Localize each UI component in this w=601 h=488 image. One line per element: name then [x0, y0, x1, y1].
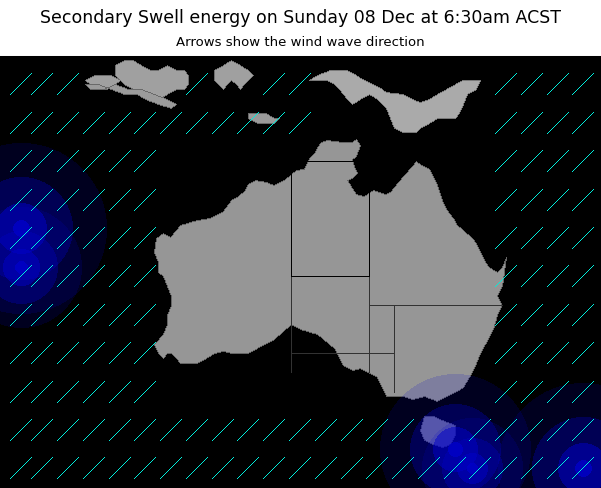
Text: Arrows show the wind wave direction: Arrows show the wind wave direction	[176, 36, 425, 48]
Text: Secondary Swell energy on Sunday 08 Dec at 6:30am ACST: Secondary Swell energy on Sunday 08 Dec …	[40, 9, 561, 27]
